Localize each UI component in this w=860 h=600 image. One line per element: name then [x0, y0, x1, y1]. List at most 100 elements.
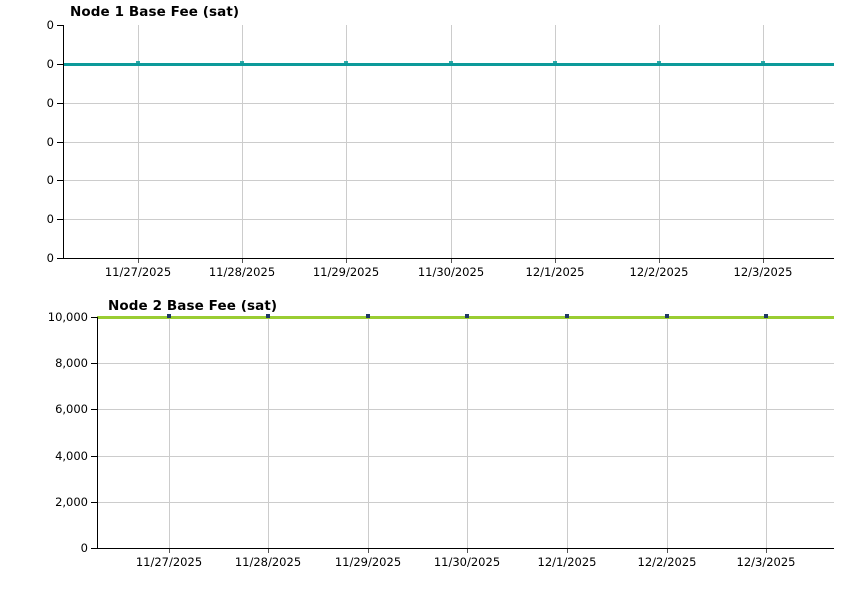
y-axis-label: 0 [46, 173, 54, 187]
gridline-vertical [467, 317, 468, 548]
y-axis-label: 0 [46, 18, 54, 32]
x-axis-label: 11/27/2025 [135, 555, 203, 569]
chart-panel-node-1: Node 1 Base Fee (sat) 0 0 0 0 0 0 0 11/27/2025 1… [0, 0, 860, 295]
series-marker [565, 314, 569, 318]
x-axis-label: 12/1/2025 [525, 265, 585, 279]
y-axis-label: 10,000 [47, 310, 88, 324]
chart-title-node-2: Node 2 Base Fee (sat) [108, 298, 278, 314]
series-marker [553, 61, 557, 65]
series-marker [240, 61, 244, 65]
gridline-horizontal [63, 103, 834, 104]
series-marker [167, 314, 171, 318]
x-axis-tick [368, 548, 369, 553]
y-axis-tick [57, 25, 63, 26]
y-axis-label: 0 [46, 96, 54, 110]
y-axis-tick [91, 409, 97, 410]
y-axis-label: 0 [46, 135, 54, 149]
y-axis-label: 0 [46, 57, 54, 71]
y-axis-tick [57, 219, 63, 220]
y-axis-tick [57, 180, 63, 181]
x-axis-label: 11/30/2025 [433, 555, 501, 569]
x-axis-tick [242, 258, 243, 263]
x-axis-tick [467, 548, 468, 553]
y-axis-label: 0 [46, 251, 54, 265]
x-axis-tick [169, 548, 170, 553]
series-marker [344, 61, 348, 65]
y-axis-label: 8,000 [55, 356, 88, 370]
x-axis-label: 12/2/2025 [629, 265, 689, 279]
x-axis-tick [138, 258, 139, 263]
x-axis-tick [763, 258, 764, 263]
x-axis-tick [659, 258, 660, 263]
series-marker [665, 314, 669, 318]
y-axis-line [97, 317, 98, 549]
x-axis-tick [555, 258, 556, 263]
gridline-horizontal [97, 502, 834, 503]
x-axis-label: 12/3/2025 [733, 265, 793, 279]
series-marker [136, 61, 140, 65]
gridline-vertical [667, 317, 668, 548]
gridline-vertical [763, 25, 764, 258]
x-axis-line [97, 548, 834, 549]
y-axis-label: 4,000 [55, 449, 88, 463]
x-axis-label: 12/2/2025 [637, 555, 697, 569]
x-axis-label: 11/30/2025 [417, 265, 485, 279]
y-axis-tick [91, 363, 97, 364]
x-axis-tick [667, 548, 668, 553]
plot-area-node-2 [97, 314, 834, 548]
y-axis-tick [91, 548, 97, 549]
chart-panel-node-2: Node 2 Base Fee (sat) 0 2,000 4,000 6,000 8,… [0, 295, 860, 600]
series-marker [764, 314, 768, 318]
x-axis-label: 11/29/2025 [312, 265, 380, 279]
y-axis-tick [57, 64, 63, 65]
chart-title-node-1: Node 1 Base Fee (sat) [70, 4, 240, 20]
series-marker [449, 61, 453, 65]
gridline-vertical [766, 317, 767, 548]
gridline-horizontal [63, 219, 834, 220]
gridline-vertical [368, 317, 369, 548]
x-axis-tick [268, 548, 269, 553]
series-marker [465, 314, 469, 318]
gridline-vertical [268, 317, 269, 548]
y-axis-label: 0 [46, 212, 54, 226]
x-axis-tick [766, 548, 767, 553]
gridline-vertical [346, 25, 347, 258]
y-axis-label: 0 [80, 541, 88, 555]
x-axis-tick [567, 548, 568, 553]
x-axis-tick [451, 258, 452, 263]
gridline-horizontal [63, 180, 834, 181]
x-axis-label: 11/28/2025 [208, 265, 276, 279]
gridline-vertical [659, 25, 660, 258]
x-axis-label: 11/27/2025 [104, 265, 172, 279]
y-axis-label: 6,000 [55, 402, 88, 416]
series-marker [657, 61, 661, 65]
gridline-horizontal [97, 409, 834, 410]
gridline-vertical [567, 317, 568, 548]
series-line-1 [63, 63, 834, 66]
y-axis-tick [91, 456, 97, 457]
series-marker [366, 314, 370, 318]
gridline-vertical [169, 317, 170, 548]
x-axis-label: 12/1/2025 [537, 555, 597, 569]
y-axis-tick [91, 317, 97, 318]
gridline-vertical [451, 25, 452, 258]
gridline-horizontal [63, 142, 834, 143]
gridline-horizontal [97, 456, 834, 457]
gridline-horizontal [97, 363, 834, 364]
gridline-vertical [555, 25, 556, 258]
y-axis-tick [91, 502, 97, 503]
x-axis-label: 11/28/2025 [234, 555, 302, 569]
x-axis-line [63, 258, 834, 259]
x-axis-tick [346, 258, 347, 263]
y-axis-line [63, 25, 64, 259]
gridline-vertical [138, 25, 139, 258]
y-axis-tick [57, 258, 63, 259]
y-axis-tick [57, 142, 63, 143]
plot-area-node-1 [63, 25, 834, 258]
gridline-vertical [242, 25, 243, 258]
y-axis-label: 2,000 [55, 495, 88, 509]
x-axis-label: 12/3/2025 [736, 555, 796, 569]
series-marker [266, 314, 270, 318]
x-axis-label: 11/29/2025 [334, 555, 402, 569]
y-axis-tick [57, 103, 63, 104]
